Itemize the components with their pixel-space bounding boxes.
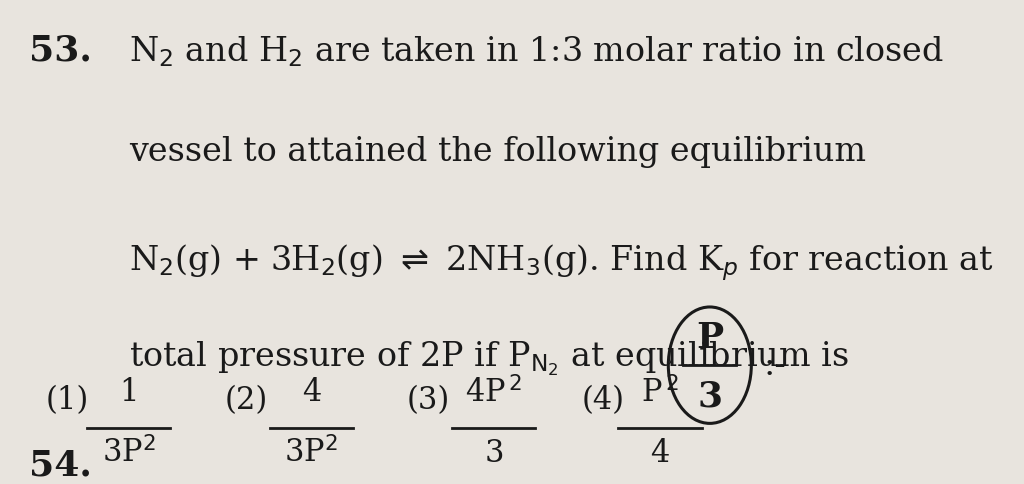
Text: 54.: 54. xyxy=(29,448,92,482)
Text: 4: 4 xyxy=(302,377,321,408)
Text: 4: 4 xyxy=(650,437,670,468)
Text: 3P$^2$: 3P$^2$ xyxy=(285,436,338,469)
Text: (4): (4) xyxy=(582,384,625,415)
Text: 3: 3 xyxy=(484,437,504,468)
Text: P$^{\,2}$: P$^{\,2}$ xyxy=(641,376,679,408)
Text: 3: 3 xyxy=(697,378,722,412)
Text: 3P$^2$: 3P$^2$ xyxy=(101,436,156,469)
Text: P: P xyxy=(696,320,723,354)
Text: 53.: 53. xyxy=(29,34,92,68)
Text: 1: 1 xyxy=(119,377,138,408)
Text: (3): (3) xyxy=(407,384,450,415)
Text: :-: :- xyxy=(764,349,786,381)
Text: (1): (1) xyxy=(46,384,89,415)
Text: N$_2$ and H$_2$ are taken in 1:3 molar ratio in closed: N$_2$ and H$_2$ are taken in 1:3 molar r… xyxy=(129,34,943,69)
Text: vessel to attained the following equilibrium: vessel to attained the following equilib… xyxy=(129,136,865,167)
Text: N$_2$(g) + 3H$_2$(g) $\rightleftharpoons$ 2NH$_3$(g). Find K$_p$ for reaction at: N$_2$(g) + 3H$_2$(g) $\rightleftharpoons… xyxy=(129,242,993,283)
Text: 4P$^{\,2}$: 4P$^{\,2}$ xyxy=(465,376,522,408)
Text: (2): (2) xyxy=(224,384,267,415)
Text: total pressure of 2P if P$_{\mathrm{N_2}}$ at equilibrium is: total pressure of 2P if P$_{\mathrm{N_2}… xyxy=(129,339,849,378)
